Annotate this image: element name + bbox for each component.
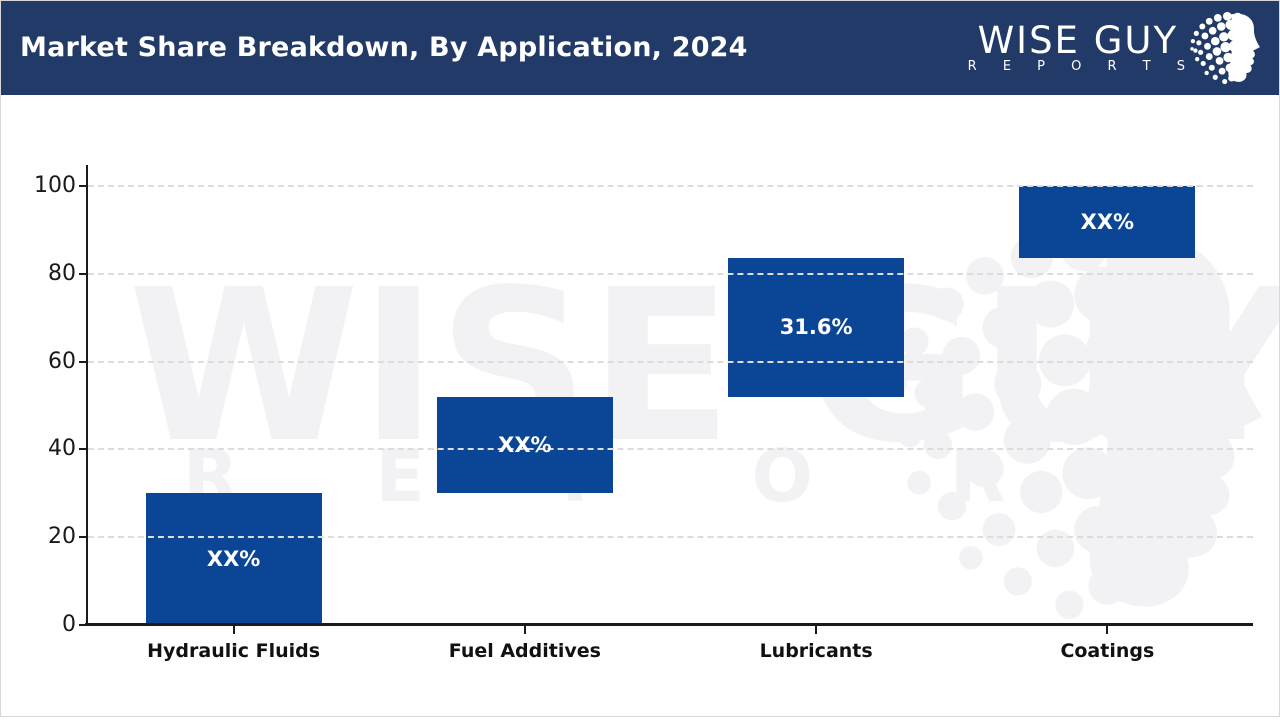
x-tick-label-fuel-additives: Fuel Additives (448, 640, 601, 662)
y-tick-mark (79, 624, 86, 626)
gridline (88, 272, 1253, 275)
y-tick-label: 20 (48, 524, 76, 550)
y-tick-label: 80 (48, 260, 76, 286)
gridline (88, 185, 1253, 187)
bar-hydraulic-fluids (145, 493, 322, 625)
y-tick-label: 40 (48, 436, 76, 462)
x-tick-label-lubricants: Lubricants (759, 640, 873, 662)
header-bar: Market Share Breakdown, By Application, … (0, 0, 1280, 95)
bar-value-label-fuel-additives: XX% (498, 433, 552, 457)
x-tick-mark (815, 626, 818, 634)
bar-value-label-lubricants: 31.6% (779, 315, 853, 340)
bar-value-label-hydraulic-fluids: XX% (206, 547, 261, 572)
x-tick-mark (232, 626, 235, 634)
gridline (88, 360, 1253, 363)
x-tick-mark (1106, 626, 1109, 634)
logo-text: WISE GUY R E P O R T S (960, 18, 1196, 75)
chart-title: Market Share Breakdown, By Application, … (20, 32, 748, 63)
bar-fuel-additives (436, 396, 613, 494)
x-tick-label-hydraulic-fluids: Hydraulic Fluids (147, 640, 321, 662)
x-tick-mark (523, 626, 526, 634)
x-axis-line (85, 623, 1253, 626)
y-tick-mark (79, 185, 86, 187)
bar-lubricants (728, 257, 905, 397)
logo-wordmark: WISE GUY (977, 18, 1179, 62)
y-tick-label: 100 (34, 173, 76, 198)
y-axis-line (86, 165, 88, 626)
bar-value-label-coatings: XX% (1080, 209, 1135, 234)
gridline (88, 536, 1253, 539)
x-tick-label-coatings: Coatings (1060, 640, 1155, 662)
y-tick-mark (79, 448, 86, 451)
logo-subtext: R E P O R T S (967, 59, 1196, 75)
y-tick-mark (79, 536, 86, 539)
y-tick-mark (79, 272, 86, 275)
gridline (88, 448, 1253, 451)
logo-face-icon (1190, 11, 1260, 85)
y-tick-mark (79, 360, 86, 363)
wiseguy-logo: WISE GUY R E P O R T S (960, 4, 1272, 92)
bar-coatings (1019, 186, 1196, 258)
y-tick-label: 0 (62, 612, 76, 637)
y-tick-label: 60 (48, 348, 76, 374)
